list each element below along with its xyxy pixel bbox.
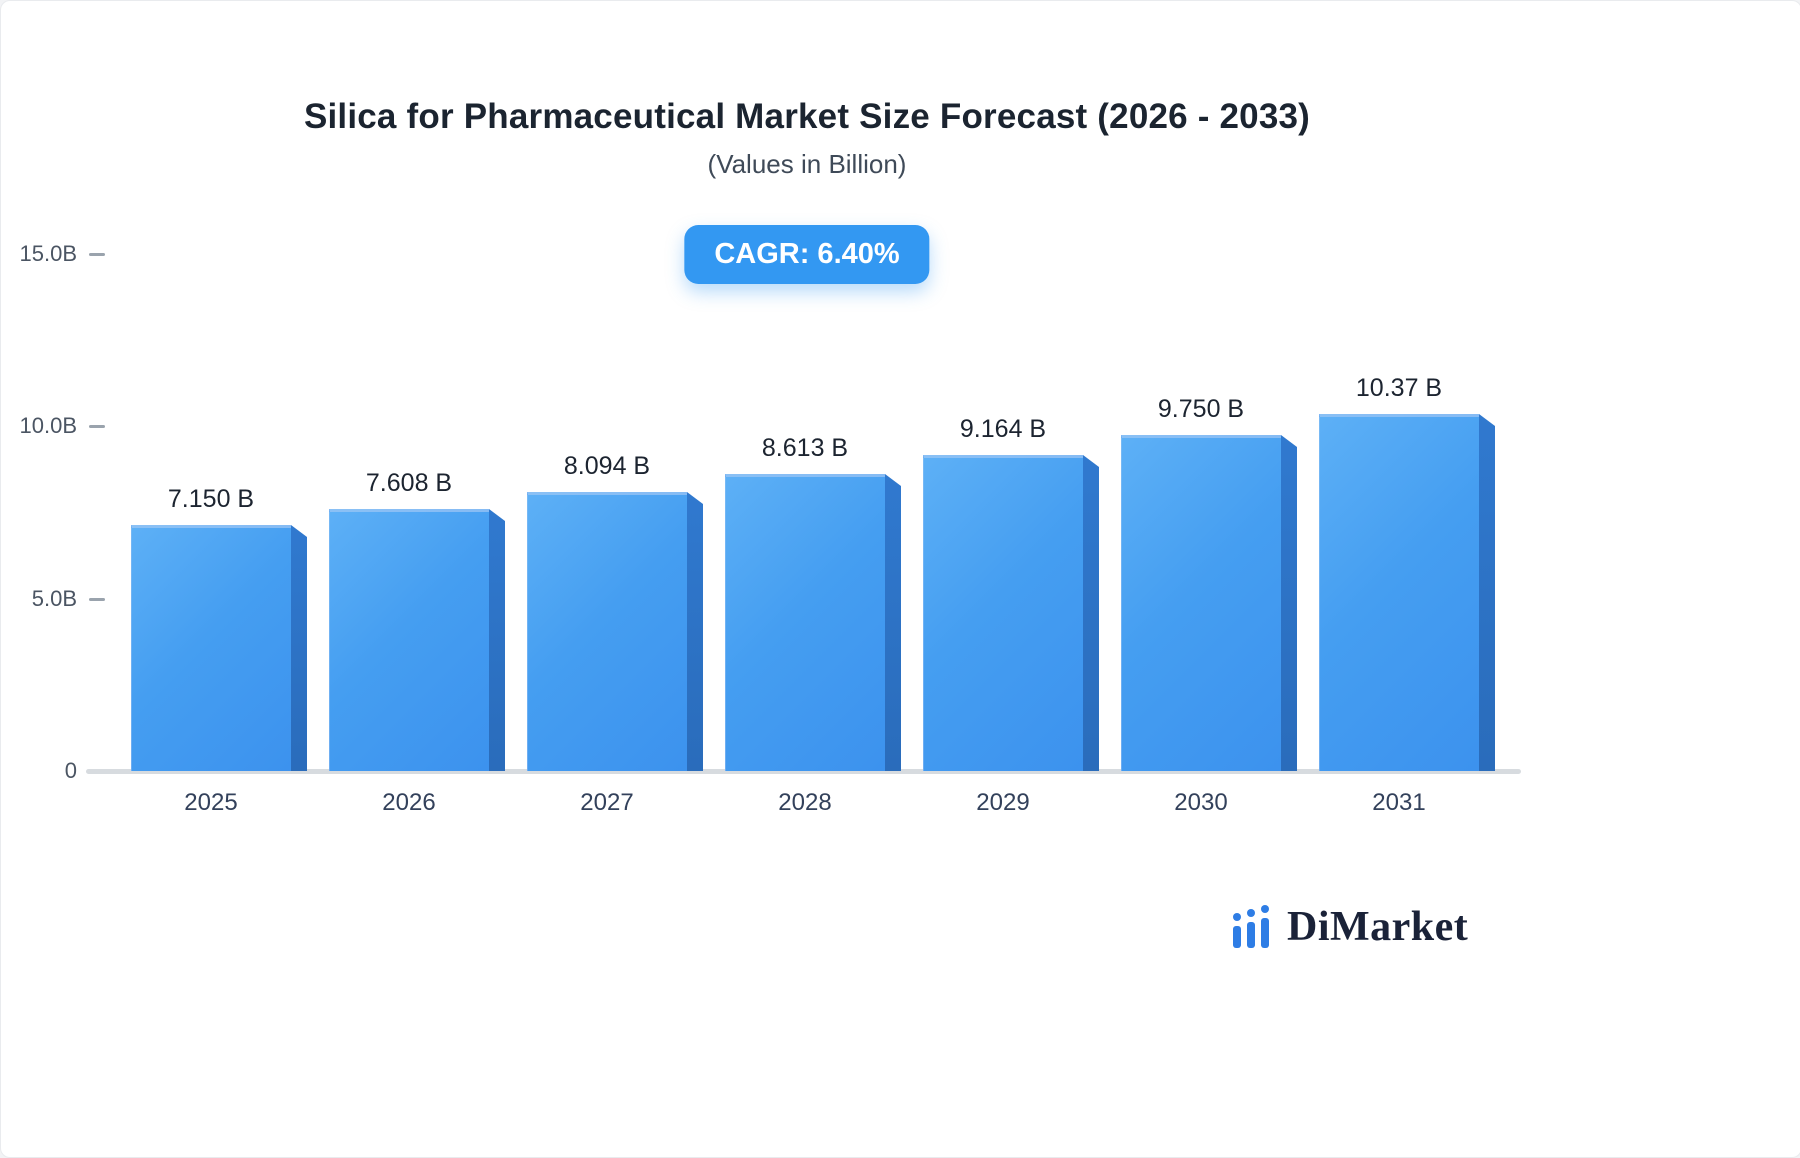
bar — [725, 474, 901, 771]
x-tick-label: 2029 — [976, 789, 1030, 816]
bar-value-label: 7.608 B — [365, 469, 453, 497]
x-tick-label: 2030 — [1174, 789, 1228, 816]
bar-front-face — [1319, 414, 1479, 771]
x-tick-label: 2026 — [382, 789, 436, 816]
y-tick-label: 5.0B — [31, 585, 77, 611]
bar-front-face — [329, 509, 489, 771]
bar-side-face — [1083, 455, 1099, 771]
bar-side-face — [489, 509, 505, 771]
cagr-badge: CAGR: 6.40% — [684, 225, 930, 284]
x-axis-line — [86, 769, 1521, 774]
y-tick-label: 15.0B — [19, 241, 78, 266]
page-subtitle: (Values in Billion) — [707, 149, 907, 179]
x-tick-label: 2027 — [580, 789, 634, 816]
y-tick-label: 10.0B — [19, 413, 78, 439]
bar — [923, 455, 1099, 771]
bar-value-label: 9.164 B — [959, 415, 1047, 443]
bar-side-face — [1281, 435, 1297, 771]
x-tick-label: 2031 — [1372, 789, 1426, 816]
bar-side-face — [291, 525, 307, 771]
brand-name: DiMarket — [1287, 904, 1469, 950]
y-tick-mark — [89, 253, 105, 256]
y-tick-label: 0 — [64, 758, 77, 783]
bar-front-face — [1121, 435, 1281, 771]
bar — [329, 509, 505, 771]
x-tick-label: 2028 — [778, 789, 832, 816]
bar-value-label: 10.37 B — [1355, 374, 1443, 402]
y-tick-mark — [89, 425, 105, 429]
bar-value-label: 8.094 B — [563, 452, 651, 480]
bar — [527, 492, 703, 771]
bar-value-label: 8.613 B — [761, 434, 849, 462]
bar-value-label: 7.150 B — [167, 485, 255, 513]
bar-chart-icon — [1233, 905, 1269, 948]
bar — [1121, 435, 1297, 771]
bar-front-face — [527, 492, 687, 771]
bar — [1319, 414, 1495, 771]
bar-value-label: 9.750 B — [1157, 395, 1245, 423]
bar-side-face — [687, 492, 703, 771]
brand-logo: DiMarket — [1229, 903, 1468, 951]
page-title: Silica for Pharmaceutical Market Size Fo… — [303, 97, 1311, 136]
bar-side-face — [885, 474, 901, 771]
y-tick-mark — [89, 597, 105, 601]
bar-side-face — [1479, 414, 1495, 771]
bar-front-face — [725, 474, 885, 771]
bar-front-face — [923, 455, 1083, 771]
x-tick-label: 2025 — [184, 789, 238, 816]
bar-front-face — [131, 525, 291, 771]
bar — [131, 525, 307, 771]
